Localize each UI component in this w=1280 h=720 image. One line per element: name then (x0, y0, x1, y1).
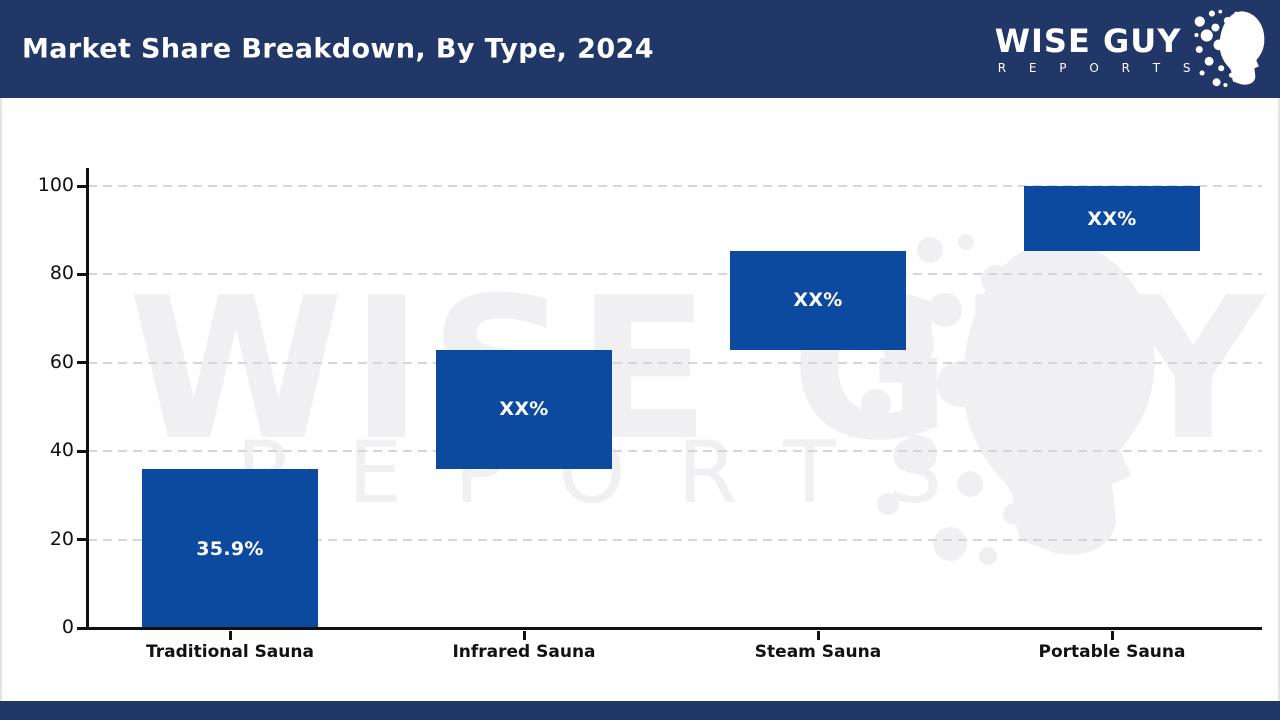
footer-bar (0, 701, 1280, 720)
y-tick-label-20: 20 (49, 527, 74, 550)
x-axis-spine (86, 627, 1262, 630)
y-tick-label-60: 60 (49, 350, 74, 373)
x-category-label-0: Traditional Sauna (146, 642, 314, 662)
header-bar: Market Share Breakdown, By Type, 2024 WI… (0, 0, 1280, 98)
dotted-head-profile-icon (1190, 7, 1274, 93)
y-tick-label-100: 100 (37, 174, 74, 196)
logo-wordmark: WISE GUY (994, 22, 1182, 61)
y-axis-spine (86, 168, 89, 630)
y-tickmark-100 (77, 184, 86, 188)
x-tickmark-1 (522, 631, 526, 640)
bar-1: XX% (436, 349, 612, 469)
y-tickmark-80 (77, 272, 86, 276)
gridline-y20 (88, 538, 1262, 541)
gridline-y80 (88, 273, 1262, 276)
gridline-y100 (88, 185, 1262, 187)
y-tickmark-20 (77, 538, 86, 542)
wise-guy-logo: WISE GUY R E P O R T S (995, 6, 1274, 94)
gridline-y60 (88, 361, 1262, 364)
y-tickmark-60 (77, 361, 86, 365)
y-tick-label-0: 0 (61, 616, 74, 638)
bar-3-text: XX% (1087, 207, 1137, 230)
x-category-label-3: Portable Sauna (1038, 642, 1186, 662)
logo-text: WISE GUY R E P O R T S (995, 25, 1200, 75)
bar-1-text: XX% (499, 398, 549, 421)
x-tickmark-2 (816, 631, 820, 640)
y-tick-label-40: 40 (49, 439, 74, 462)
bar-2-text: XX% (793, 289, 843, 312)
x-tickmark-3 (1110, 631, 1114, 640)
x-tickmark-0 (228, 631, 232, 640)
gridline-y40 (88, 450, 1262, 453)
bar-0: 35.9% (142, 469, 318, 628)
y-tick-label-80: 80 (49, 262, 74, 285)
x-category-label-1: Infrared Sauna (452, 642, 596, 662)
logo-subtitle: R E P O R T S (997, 60, 1200, 75)
y-tickmark-40 (77, 449, 86, 453)
page-title: Market Share Breakdown, By Type, 2024 (22, 33, 654, 65)
left-border (0, 98, 2, 720)
y-tickmark-0 (77, 626, 86, 630)
x-category-label-2: Steam Sauna (754, 642, 882, 662)
right-border (1278, 98, 1280, 720)
bar-3: XX% (1024, 186, 1200, 252)
bar-0-text: 35.9% (196, 537, 264, 560)
bar-2: XX% (730, 251, 906, 350)
